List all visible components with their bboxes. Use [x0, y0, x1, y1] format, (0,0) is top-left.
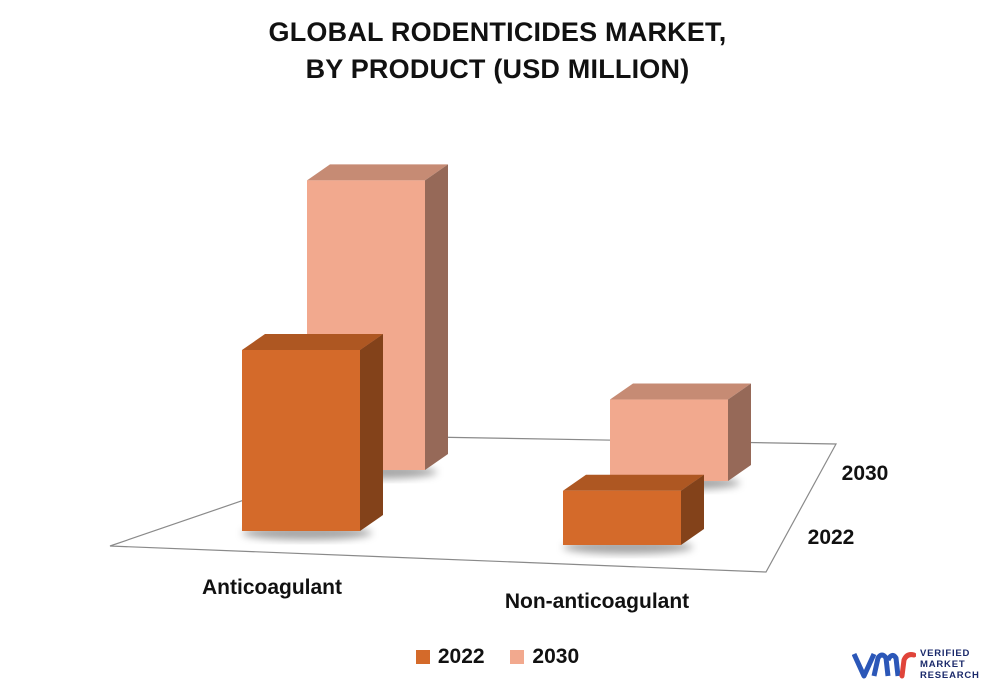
bar-anticoagulant-2022	[242, 334, 383, 540]
brand-line-3: RESEARCH	[920, 670, 980, 681]
legend-item-2030: 2030	[510, 645, 579, 669]
category-label-anticoagulant: Anticoagulant	[202, 576, 342, 599]
chart-title-line-1: GLOBAL RODENTICIDES MARKET,	[268, 17, 727, 47]
bar-anticoagulant-2030-top	[307, 164, 448, 181]
chart-title: GLOBAL RODENTICIDES MARKET, BY PRODUCT (…	[0, 14, 995, 88]
legend-item-2022: 2022	[415, 645, 485, 669]
legend-label-2022: 2022	[437, 645, 485, 668]
bar-anticoagulant-2022-top	[242, 334, 383, 350]
brand-line-1: VERIFIED	[920, 648, 971, 659]
bar-non-anticoagulant-2030-front	[610, 399, 728, 481]
legend-label-2030: 2030	[532, 645, 580, 668]
bar-anticoagulant-2022-side	[360, 334, 383, 531]
bar-anticoagulant-2022-front	[242, 350, 360, 531]
category-label-non-anticoagulant: Non-anticoagulant	[505, 590, 689, 613]
bar-non-anticoagulant-2022-side	[681, 474, 704, 545]
bar-non-anticoagulant-2030	[610, 383, 751, 490]
bar-non-anticoagulant-2022	[563, 474, 704, 554]
brand-text: VERIFIED MARKET RESEARCH	[920, 648, 980, 681]
bar-non-anticoagulant-2030-top	[610, 383, 751, 400]
depth-label-2022: 2022	[808, 526, 855, 549]
chart-title-line-2: BY PRODUCT (USD MILLION)	[305, 54, 690, 84]
brand-line-2: MARKET	[920, 659, 966, 670]
bar-anticoagulant-2030-side	[425, 164, 448, 470]
bar-non-anticoagulant-2022-front	[563, 490, 681, 545]
vmr-logo-icon	[852, 652, 916, 679]
bar-non-anticoagulant-2030-side	[728, 383, 751, 481]
bar-anticoagulant-2030	[307, 164, 448, 479]
depth-label-2030: 2030	[842, 462, 889, 485]
chart-legend: 2022 2030	[0, 645, 995, 670]
legend-swatch-2030	[510, 650, 525, 664]
legend-swatch-2022	[415, 650, 430, 664]
bar-non-anticoagulant-2022-top	[563, 474, 704, 491]
brand-logo: VERIFIED MARKET RESEARCH	[852, 644, 992, 686]
